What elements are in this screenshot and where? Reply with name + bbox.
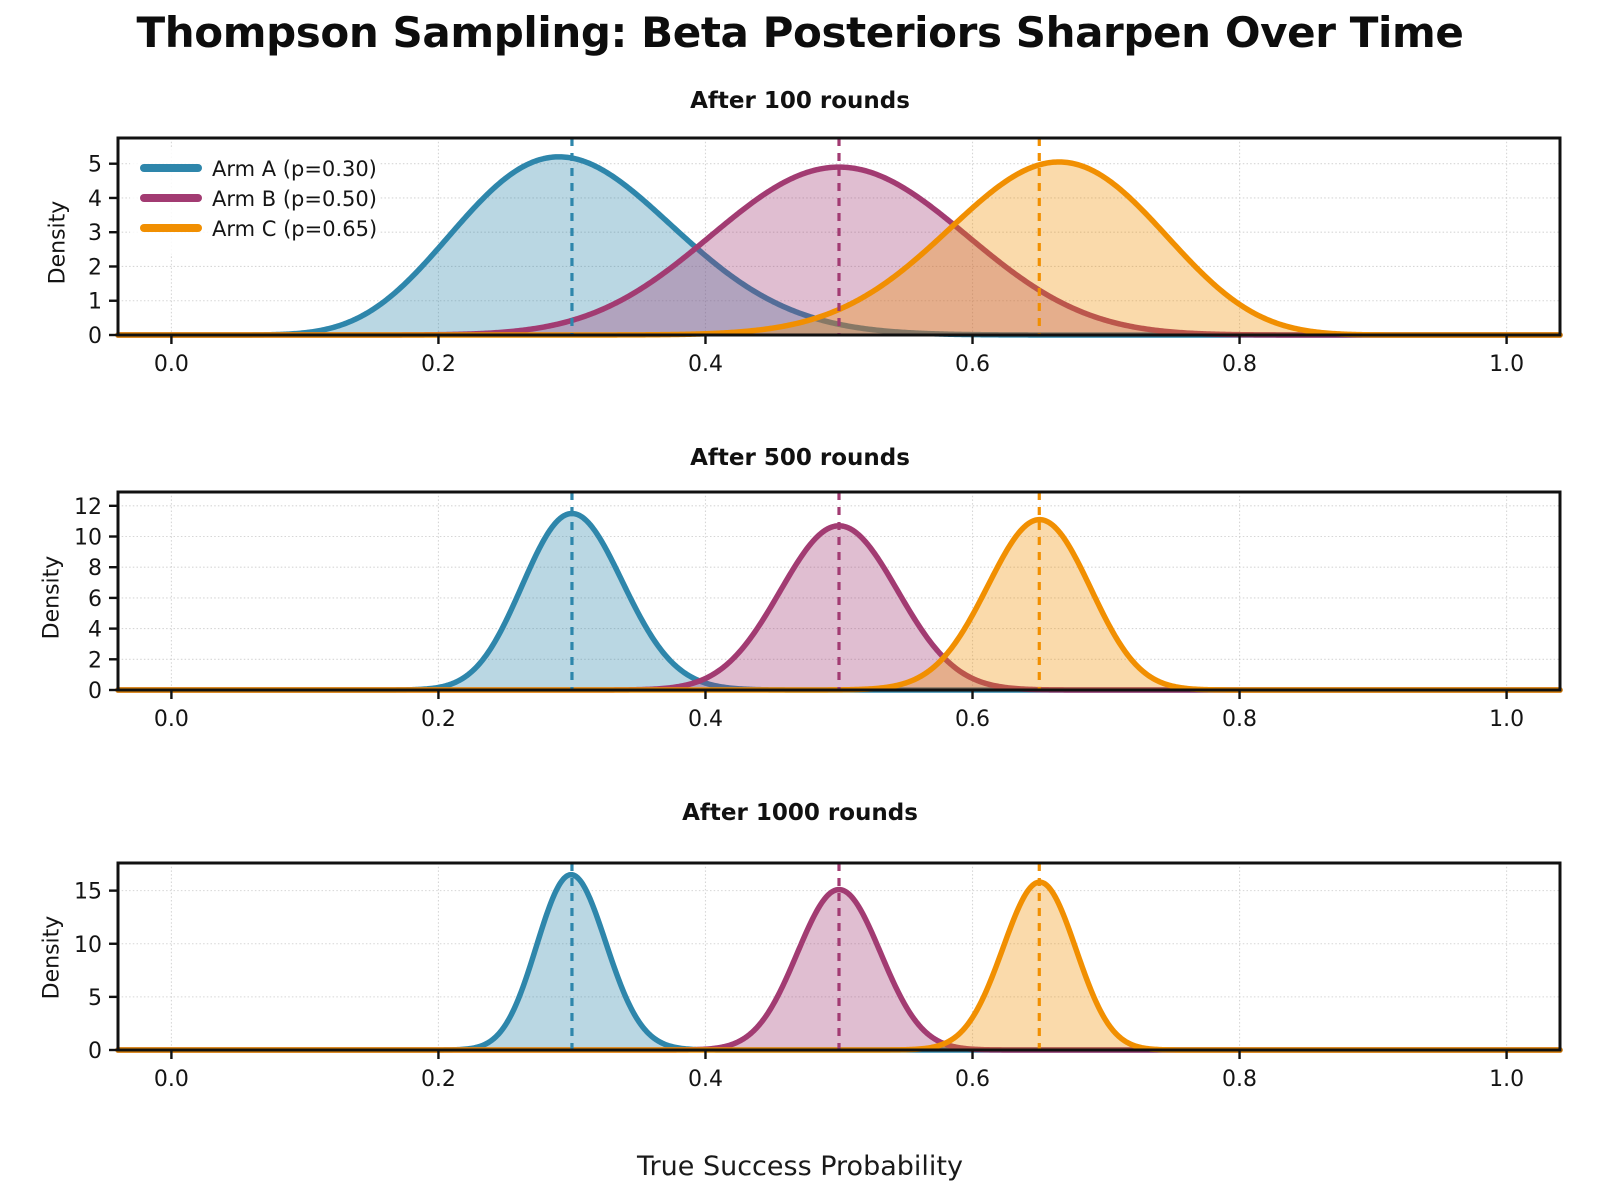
x-tick-label: 0.2 <box>421 352 456 377</box>
legend: Arm A (p=0.30) Arm B (p=0.50) Arm C (p=0.6… <box>130 148 380 254</box>
y-tick-label: 1 <box>88 290 102 315</box>
axes-frame <box>116 490 1562 692</box>
y-tick-label: 4 <box>88 618 102 643</box>
x-tick-label: 0.6 <box>955 707 990 732</box>
x-tick-label: 0.6 <box>955 352 990 377</box>
x-tick-label: 0.0 <box>154 1067 189 1092</box>
legend-label: Arm B (p=0.50) <box>212 187 377 211</box>
subplot-3: 0.0 0.2 0.4 0.6 0.8 1.0 0 5 10 15 <box>74 861 1563 1092</box>
legend-label: Arm A (p=0.30) <box>212 157 377 181</box>
y-axis-label-1: Density <box>45 200 71 285</box>
subplot-title-3: After 1000 rounds <box>682 800 918 826</box>
legend-label: Arm C (p=0.65) <box>212 217 377 241</box>
density-fill <box>118 167 1560 335</box>
subplot-title-2: After 500 rounds <box>690 445 910 471</box>
density-fill <box>118 156 1560 335</box>
y-tick-label: 0 <box>88 679 102 704</box>
y-tick-label: 10 <box>74 526 102 551</box>
y-tick-label: 4 <box>88 187 102 212</box>
x-tick-label: 0.8 <box>1222 1067 1257 1092</box>
subplot-2: 0.0 0.2 0.4 0.6 0.8 1.0 0 2 4 6 8 10 12 <box>74 490 1563 732</box>
y-tick-label: 5 <box>88 986 102 1011</box>
legend-item-1[interactable]: Arm A (p=0.30) <box>140 157 377 181</box>
y-tick-label: 3 <box>88 221 102 246</box>
x-tick-label: 1.0 <box>1489 352 1524 377</box>
legend-item-3[interactable]: Arm C (p=0.65) <box>140 217 377 241</box>
y-tick-label: 15 <box>74 880 102 905</box>
subplot-title-1: After 100 rounds <box>690 88 910 114</box>
x-tick-label: 0.4 <box>688 352 723 377</box>
axes-frame <box>116 136 1562 337</box>
x-tick-label: 0.4 <box>688 707 723 732</box>
y-tick-label: 6 <box>88 587 102 612</box>
legend-item-2[interactable]: Arm B (p=0.50) <box>140 187 377 211</box>
density-fill <box>118 161 1560 335</box>
density-fill <box>118 525 1560 690</box>
x-tick-label: 0.0 <box>154 352 189 377</box>
y-tick-label: 10 <box>74 933 102 958</box>
subplot-1: 0.0 0.2 0.4 0.6 0.8 1.0 0 1 2 3 4 5 <box>88 136 1563 377</box>
y-tick-label: 5 <box>88 153 102 178</box>
x-tick-label: 0.4 <box>688 1067 723 1092</box>
y-axis-label-3: Density <box>39 915 65 1000</box>
x-tick-label: 1.0 <box>1489 707 1524 732</box>
y-tick-label: 2 <box>88 255 102 280</box>
axes-frame <box>116 861 1562 1052</box>
x-axis-label: True Success Probability <box>637 1151 963 1182</box>
x-tick-label: 0.8 <box>1222 707 1257 732</box>
y-tick-label: 8 <box>88 556 102 581</box>
x-tick-label: 1.0 <box>1489 1067 1524 1092</box>
y-tick-label: 0 <box>88 324 102 349</box>
y-tick-label: 2 <box>88 648 102 673</box>
x-tick-label: 0.6 <box>955 1067 990 1092</box>
x-tick-label: 0.2 <box>421 1067 456 1092</box>
x-tick-label: 0.8 <box>1222 352 1257 377</box>
x-tick-label: 0.0 <box>154 707 189 732</box>
y-tick-label: 12 <box>74 495 102 520</box>
figure-title: Thompson Sampling: Beta Posteriors Sharp… <box>136 8 1464 57</box>
x-tick-label: 0.2 <box>421 707 456 732</box>
y-axis-label-2: Density <box>39 555 65 640</box>
y-tick-label: 0 <box>88 1039 102 1064</box>
